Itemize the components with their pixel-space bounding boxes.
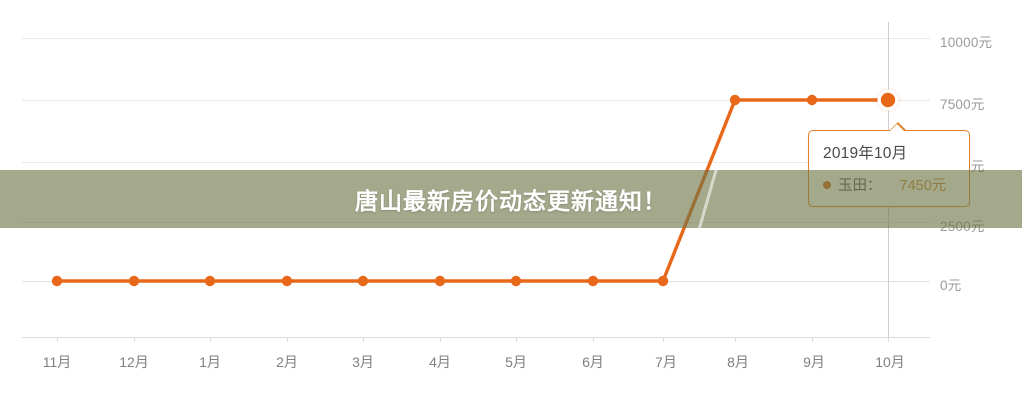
y-tick-label-10000: 10000元 bbox=[940, 35, 993, 50]
x-tick bbox=[663, 337, 664, 342]
x-tick-label-4yue: 4月 bbox=[429, 354, 451, 370]
x-axis-line bbox=[22, 337, 930, 338]
series-color-dot-icon bbox=[823, 180, 831, 189]
x-tick-label-8yue: 8月 bbox=[727, 354, 749, 370]
gridline-7500 bbox=[22, 100, 930, 101]
x-tick-label-9yue: 9月 bbox=[803, 354, 825, 370]
x-tick-label-11yue: 11月 bbox=[42, 354, 72, 370]
x-tick-label-2yue: 2月 bbox=[276, 354, 298, 370]
gridline-0 bbox=[22, 281, 930, 282]
x-tick bbox=[210, 337, 211, 342]
y-tick-label-0: 0元 bbox=[940, 278, 962, 293]
x-tick bbox=[888, 337, 889, 342]
y-tick-label-7500: 7500元 bbox=[940, 97, 985, 112]
x-tick-label-3yue: 3月 bbox=[352, 354, 374, 370]
x-tick bbox=[735, 337, 736, 342]
tooltip-arrow-inner-icon bbox=[889, 124, 905, 132]
x-tick bbox=[134, 337, 135, 342]
x-tick-label-7yue: 7月 bbox=[655, 354, 677, 370]
x-tick bbox=[812, 337, 813, 342]
tooltip-title: 2019年10月 bbox=[823, 145, 908, 162]
active-point-halo bbox=[875, 87, 901, 113]
x-tick bbox=[57, 337, 58, 342]
gridline-10000 bbox=[22, 38, 930, 39]
x-tick bbox=[593, 337, 594, 342]
tooltip-series-value: 7450元 bbox=[899, 178, 947, 194]
x-tick bbox=[363, 337, 364, 342]
x-tick bbox=[516, 337, 517, 342]
x-tick-label-5yue: 5月 bbox=[505, 354, 527, 370]
tooltip-series-row: 玉田： 7450元 bbox=[823, 174, 955, 195]
gridline-2500 bbox=[22, 222, 930, 223]
x-tick-label-12yue: 12月 bbox=[119, 354, 149, 370]
chart-tooltip: 2019年10月 玉田： 7450元 bbox=[808, 122, 970, 207]
tooltip-series-name: 玉田： bbox=[838, 178, 882, 194]
x-tick-label-1yue: 1月 bbox=[199, 354, 221, 370]
x-tick bbox=[440, 337, 441, 342]
gridline-5000 bbox=[22, 162, 930, 163]
x-tick-label-6yue: 6月 bbox=[582, 354, 604, 370]
plot-area bbox=[22, 20, 930, 315]
x-tick bbox=[287, 337, 288, 342]
x-tick-label-10yue: 10月 bbox=[875, 354, 905, 370]
y-tick-label-2500: 2500元 bbox=[940, 219, 985, 234]
